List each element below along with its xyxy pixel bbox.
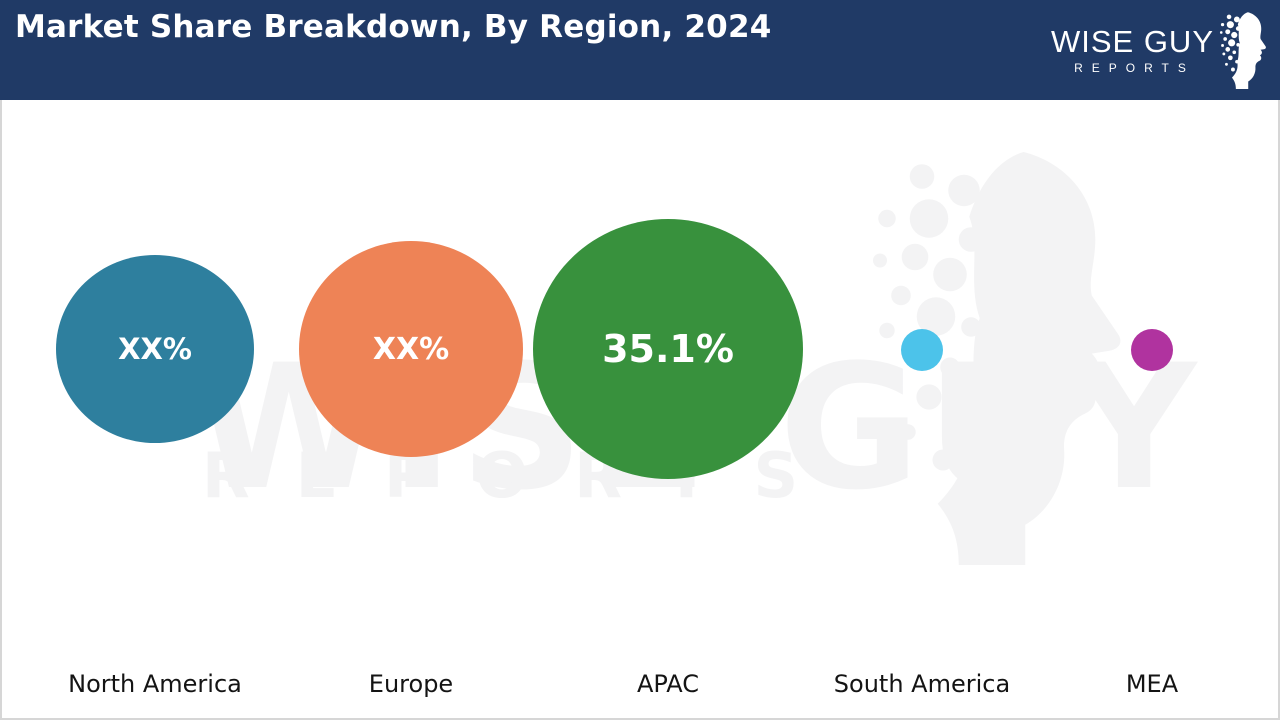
watermark-subtitle: REPORTS <box>202 439 845 512</box>
logo-text: WISE GUY REPORTS <box>1050 24 1214 75</box>
bubble-mea <box>1131 329 1173 371</box>
bubble-apac: 35.1% <box>533 219 803 479</box>
bubble-value-label: XX% <box>372 331 450 367</box>
bubble-value-label: 35.1% <box>602 327 734 371</box>
page-title: Market Share Breakdown, By Region, 2024 <box>15 9 772 45</box>
bubble-north-america: XX% <box>56 255 254 443</box>
logo-wordmark: WISE GUY <box>1050 24 1214 60</box>
watermark-face-icon <box>835 145 1170 565</box>
category-label-apac: APAC <box>636 670 700 698</box>
wise-guy-reports-logo: WISE GUY REPORTS <box>1051 5 1270 95</box>
header-bar: Market Share Breakdown, By Region, 2024 … <box>0 0 1280 100</box>
category-label-south-america: South America <box>833 670 1011 698</box>
category-label-north-america: North America <box>68 670 242 698</box>
logo-subtitle: REPORTS <box>1074 60 1195 75</box>
face-profile-icon <box>1218 11 1270 89</box>
bubble-value-label: XX% <box>118 332 192 366</box>
bubble-south-america <box>901 329 943 371</box>
category-label-europe: Europe <box>368 670 454 698</box>
bubble-europe: XX% <box>299 241 523 457</box>
chart-area: WISE GUY REPORTS XX% XX% 35.1% North Ame… <box>0 100 1280 720</box>
category-label-mea: MEA <box>1125 670 1179 698</box>
